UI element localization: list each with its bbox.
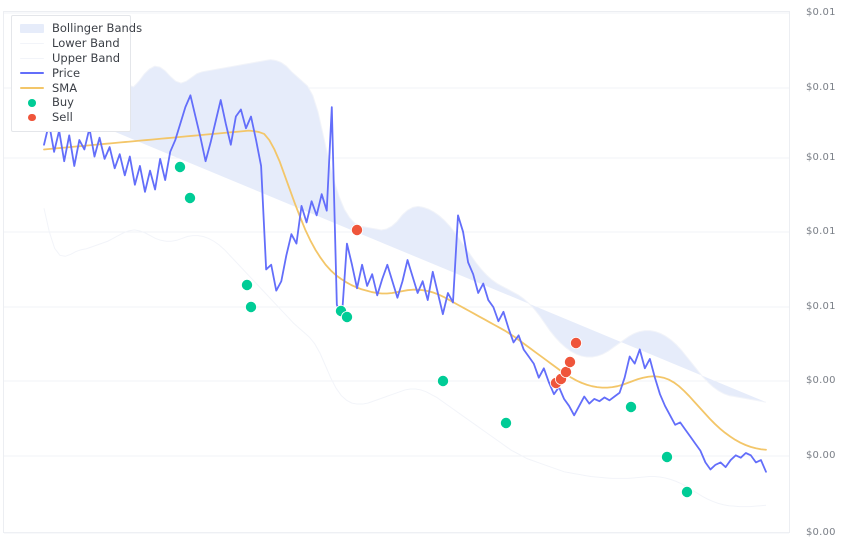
legend-item-price[interactable]: Price: [19, 65, 123, 80]
legend-swatch-icon: [19, 66, 45, 80]
y-axis-tick-label: $0.00: [806, 450, 836, 461]
sell-markers: [350, 223, 583, 389]
legend-swatch-icon: [19, 21, 45, 35]
bollinger-band-fill: [44, 59, 766, 403]
legend-item-label: Bollinger Bands: [52, 21, 143, 36]
legend-swatch-icon: [19, 110, 45, 124]
buy-markers: [173, 160, 694, 498]
lower-band-line: [43, 208, 767, 508]
y-axis-tick-label: $0.00: [806, 527, 836, 538]
legend-item-label: Buy: [52, 95, 74, 110]
legend-swatch-icon: [19, 51, 45, 65]
legend-item-label: Sell: [52, 110, 73, 125]
y-axis-tick-label: $0.00: [806, 375, 836, 386]
y-axis-tick-label: $0.01: [806, 301, 836, 312]
legend-item-sell[interactable]: Sell: [19, 110, 123, 125]
price-line: [43, 94, 767, 473]
legend-item-label: Lower Band: [52, 36, 120, 51]
legend-item-upper-band[interactable]: Upper Band: [19, 51, 123, 66]
chart-legend[interactable]: Bollinger Bands Lower Band Upper Band Price…: [11, 15, 142, 132]
legend-swatch-icon: [19, 81, 45, 95]
legend-item-bollinger-bands[interactable]: Bollinger Bands: [19, 21, 142, 36]
legend-item-label: Upper Band: [52, 50, 121, 65]
sma-line: [43, 129, 767, 451]
legend-swatch-icon: [19, 36, 45, 50]
y-axis-tick-label: $0.01: [806, 226, 836, 237]
y-axis-tick-label: $0.01: [806, 7, 836, 18]
legend-item-label: Price: [52, 65, 81, 80]
legend-swatch-icon: [19, 95, 45, 109]
gridlines: [4, 12, 789, 534]
legend-item-lower-band[interactable]: Lower Band: [19, 36, 123, 51]
y-axis-tick-label: $0.01: [806, 82, 836, 93]
legend-item-buy[interactable]: Buy: [19, 95, 123, 110]
y-axis-tick-label: $0.01: [806, 152, 836, 163]
legend-item-label: SMA: [52, 80, 78, 95]
upper-band-line: [43, 59, 767, 403]
legend-item-sma[interactable]: SMA: [19, 80, 123, 95]
